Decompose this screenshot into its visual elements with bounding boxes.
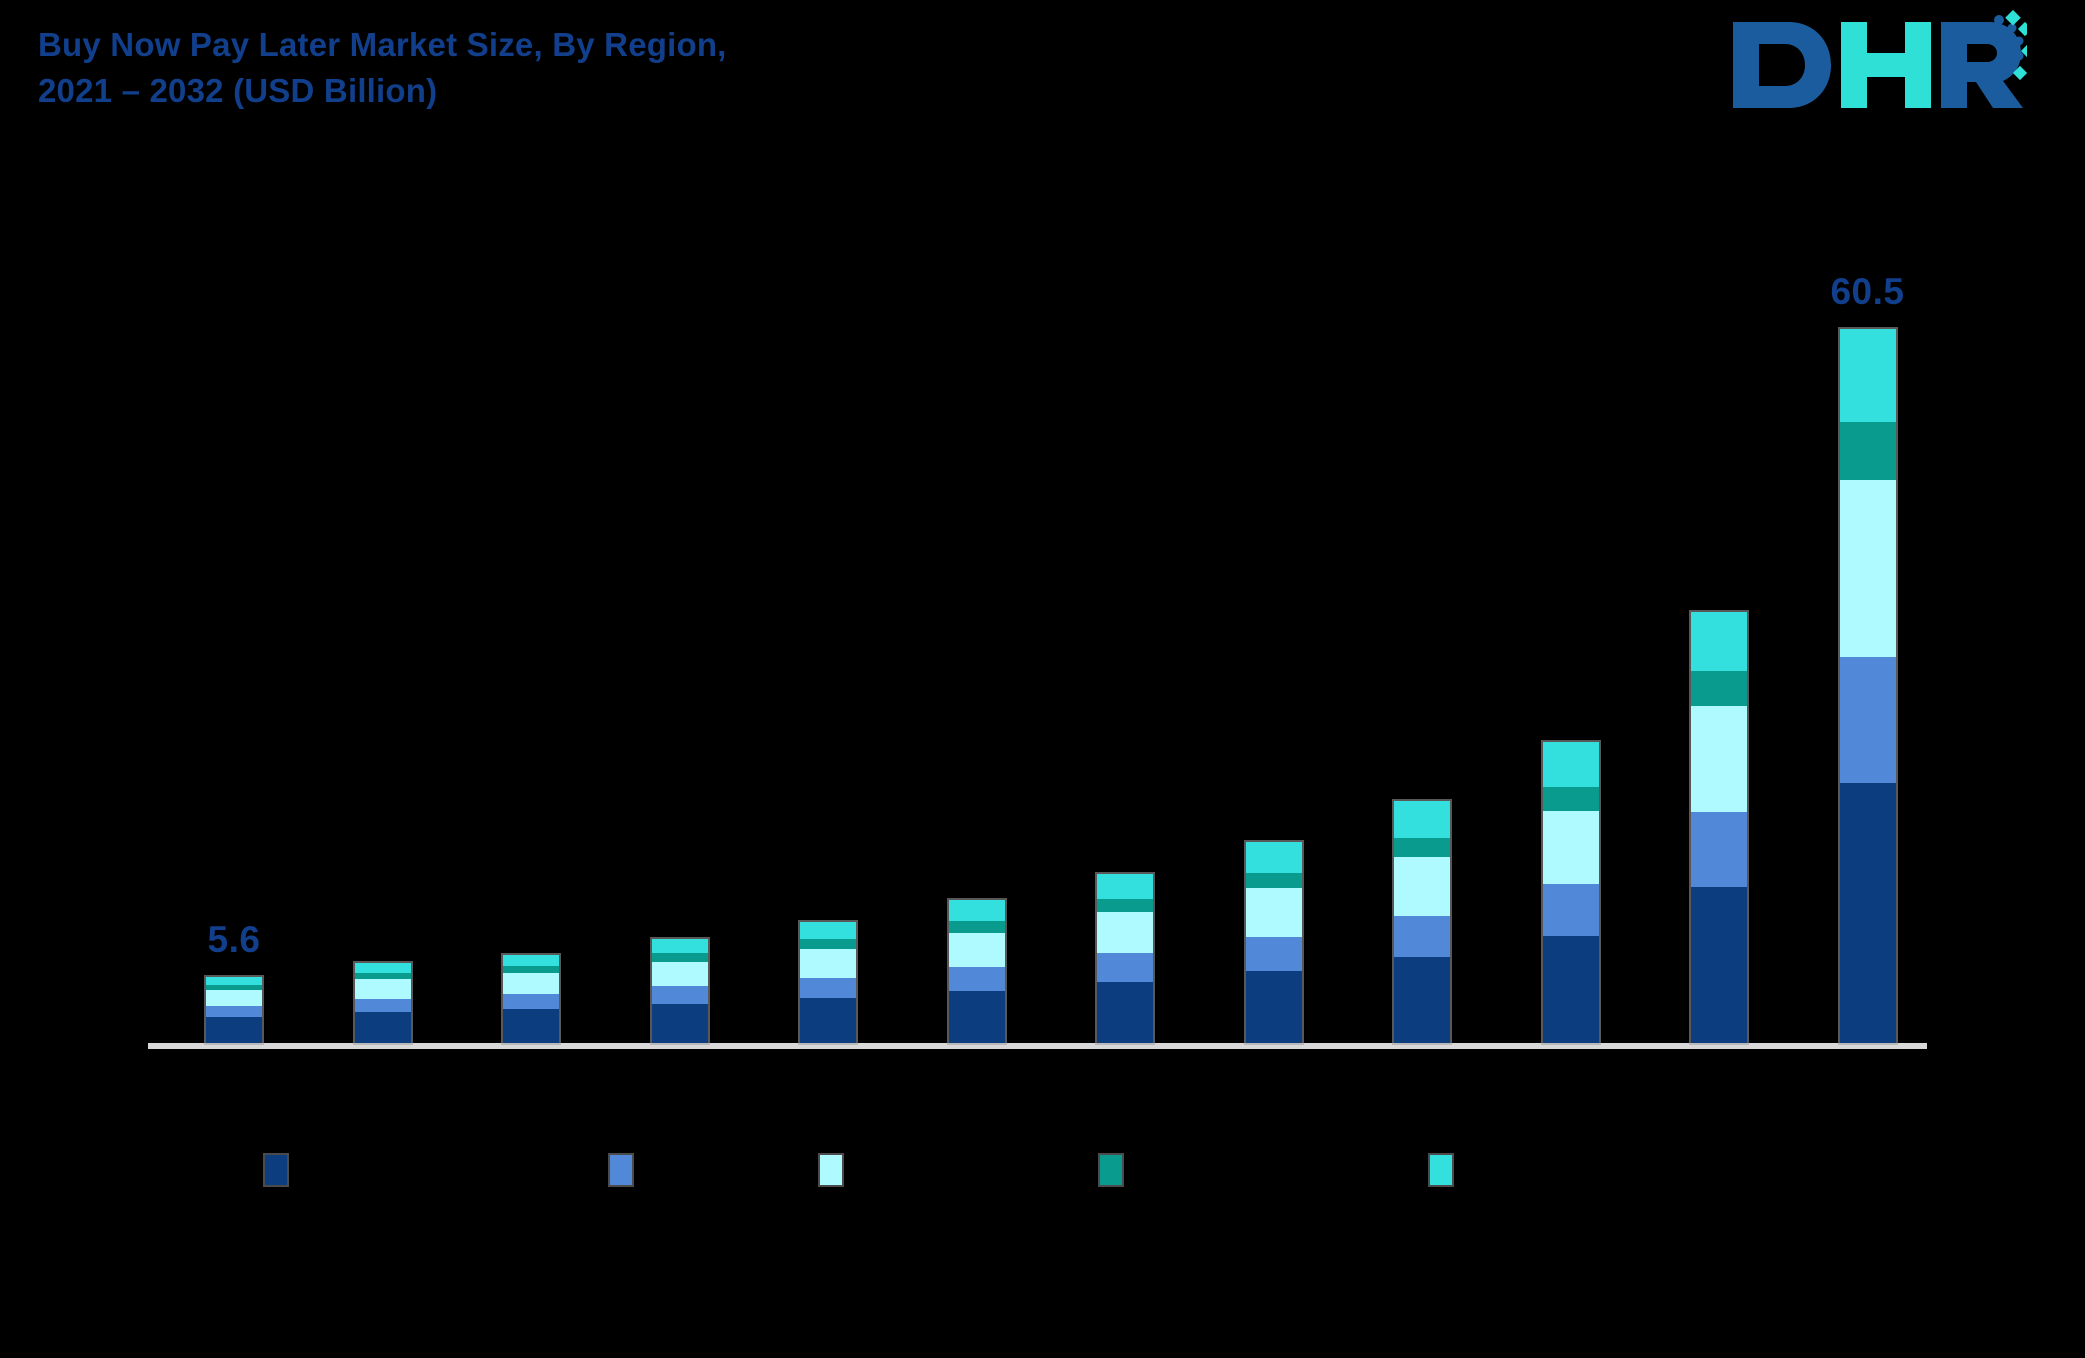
bar-segment-2022-s2 (354, 979, 411, 999)
legend-swatch-series-europe (610, 1155, 632, 1185)
bar-segment-2022-s1 (354, 998, 411, 1013)
logo-arc-decoration (1994, 10, 2027, 81)
bar-segment-2030-s3 (1542, 786, 1599, 811)
bar-2026[interactable] (948, 900, 1005, 1043)
bar-segment-2026-s3 (948, 921, 1005, 933)
bar-2025[interactable] (800, 921, 856, 1043)
bar-segment-2027-s3 (1097, 898, 1153, 913)
bar-segment-2021-s4 (206, 976, 262, 985)
bar-segment-2026-s0 (948, 991, 1005, 1043)
bar-segment-2030-s0 (1542, 935, 1599, 1043)
bar-segment-2030-s2 (1542, 810, 1599, 884)
bar-segment-2028-s2 (1245, 888, 1302, 937)
bar-segment-2027-s4 (1097, 874, 1153, 899)
bar-segment-2029-s0 (1394, 956, 1450, 1043)
bar-2024[interactable] (651, 939, 708, 1043)
bar-2028[interactable] (1245, 842, 1302, 1043)
logo-letter-d (1733, 22, 1831, 108)
bar-2021[interactable] (206, 976, 262, 1043)
legend-swatch-series-mea (1430, 1155, 1452, 1185)
bar-segment-2028-s1 (1245, 936, 1302, 972)
data-label-2021: 5.6 (207, 918, 261, 960)
bar-2027[interactable] (1097, 874, 1153, 1043)
bar-segment-2031-s2 (1691, 705, 1747, 812)
bar-2029[interactable] (1394, 801, 1450, 1043)
bar-segment-2025-s2 (800, 948, 856, 978)
legend-item-1[interactable] (610, 1155, 644, 1185)
bar-segment-2025-s0 (800, 998, 856, 1043)
data-label-2032: 60.5 (1830, 271, 1905, 313)
bar-segment-2024-s2 (651, 961, 708, 987)
logo-letter-h (1841, 22, 1931, 108)
bar-segment-2032-s2 (1839, 480, 1896, 658)
bar-segment-2030-s4 (1542, 742, 1599, 787)
bar-segment-2028-s4 (1245, 842, 1302, 873)
bar-segment-2032-s1 (1839, 657, 1896, 784)
bar-segment-2026-s4 (948, 900, 1005, 922)
bar-segment-2023-s0 (503, 1009, 559, 1043)
bar-2030[interactable] (1542, 742, 1599, 1043)
bar-segment-2021-s0 (206, 1017, 262, 1043)
legend-item-4[interactable] (1430, 1155, 1464, 1185)
bar-segment-2022-s0 (354, 1012, 411, 1043)
bar-segment-2027-s1 (1097, 952, 1153, 982)
bar-segment-2025-s4 (800, 921, 856, 939)
bar-segment-2029-s2 (1394, 857, 1450, 916)
bar-2032[interactable] (1839, 329, 1896, 1043)
bar-segment-2023-s1 (503, 994, 559, 1010)
legend-swatch-series-north-america (265, 1155, 287, 1185)
bar-segment-2027-s2 (1097, 912, 1153, 953)
bar-segment-2023-s4 (503, 954, 559, 966)
bar-segment-2031-s1 (1691, 811, 1747, 888)
bar-segment-2022-s4 (354, 962, 411, 973)
bar-segment-2028-s3 (1245, 872, 1302, 889)
bar-segment-2027-s0 (1097, 981, 1153, 1043)
bar-segment-2024-s3 (651, 953, 708, 962)
bar-segment-2032-s4 (1839, 329, 1896, 423)
logo-letter-r (1941, 22, 2023, 108)
bar-segment-2022-s3 (354, 972, 411, 980)
bar-2022[interactable] (354, 962, 411, 1043)
bar-segment-2024-s4 (651, 939, 708, 954)
bar-segment-2030-s1 (1542, 883, 1599, 936)
bar-2031[interactable] (1691, 612, 1747, 1043)
dhr-logo (1727, 10, 2027, 120)
bar-segment-2021-s2 (206, 989, 262, 1006)
x-axis-baseline (148, 1043, 1927, 1049)
bar-segment-2024-s0 (651, 1004, 708, 1043)
legend-item-3[interactable] (1100, 1155, 1134, 1185)
legend-item-2[interactable] (820, 1155, 854, 1185)
legend-item-0[interactable] (265, 1155, 299, 1185)
bar-segment-2021-s1 (206, 1005, 262, 1018)
bar-segment-2031-s4 (1691, 612, 1747, 671)
bar-2023[interactable] (503, 954, 559, 1043)
bar-segment-2024-s1 (651, 986, 708, 1005)
bar-segment-2032-s0 (1839, 783, 1896, 1043)
bar-segment-2025-s3 (800, 938, 856, 949)
bar-segment-2031-s0 (1691, 887, 1747, 1043)
bar-segment-2031-s3 (1691, 670, 1747, 706)
bar-segment-2032-s3 (1839, 422, 1896, 481)
bar-segment-2029-s1 (1394, 915, 1450, 957)
page-title: Buy Now Pay Later Market Size, By Region… (38, 26, 727, 110)
bar-segment-2025-s1 (800, 977, 856, 999)
legend-swatch-series-latin-america (1100, 1155, 1122, 1185)
bar-segment-2021-s3 (206, 984, 262, 990)
chart-legend (0, 1155, 2085, 1215)
bar-segment-2023-s2 (503, 973, 559, 995)
bar-segment-2029-s3 (1394, 837, 1450, 858)
bar-segment-2026-s2 (948, 932, 1005, 967)
legend-swatch-series-asia-pacific (820, 1155, 842, 1185)
bar-segment-2028-s0 (1245, 971, 1302, 1043)
bar-segment-2023-s3 (503, 965, 559, 974)
bar-segment-2026-s1 (948, 966, 1005, 992)
bar-segment-2029-s4 (1394, 801, 1450, 838)
